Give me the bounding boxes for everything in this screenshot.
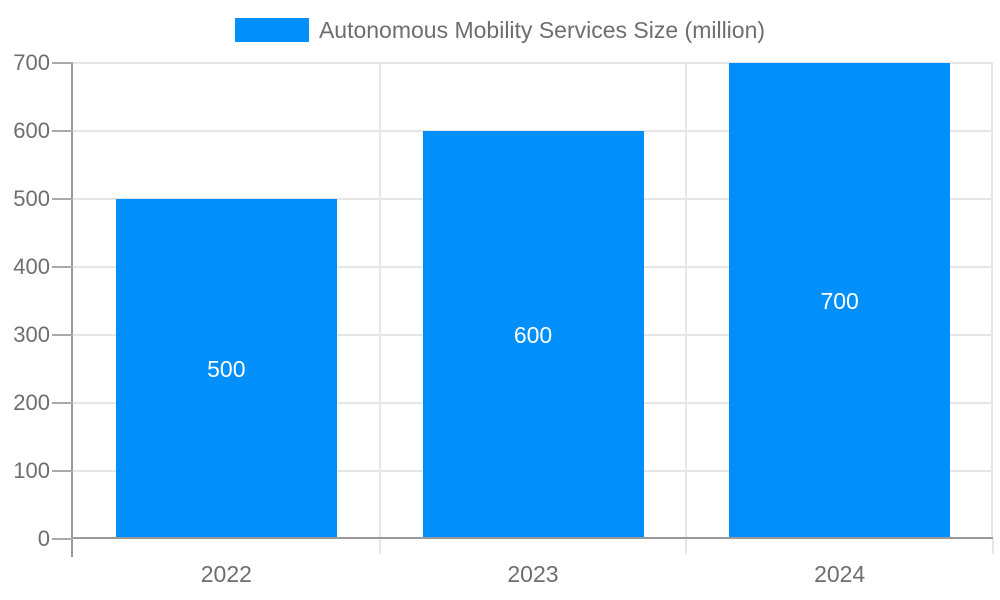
x-axis-line: [73, 537, 993, 539]
y-tick: [52, 62, 73, 64]
y-tick-label: 700: [13, 50, 50, 75]
plot-right-border: [991, 63, 993, 539]
y-tick: [52, 470, 73, 472]
bar-value-label: 500: [207, 355, 246, 382]
x-category-tick: [992, 539, 994, 554]
bar: 500: [115, 199, 337, 539]
y-tick-label: 500: [13, 186, 50, 211]
v-gridline: [685, 63, 688, 539]
y-tick: [52, 402, 73, 404]
y-tick-label: 600: [13, 118, 50, 143]
y-tick: [52, 130, 73, 132]
v-gridline: [378, 63, 381, 539]
h-gridline: [73, 62, 993, 64]
y-tick: [52, 198, 73, 200]
bar: 700: [729, 63, 951, 539]
y-axis-line: [71, 63, 73, 557]
y-tick-label: 200: [13, 390, 50, 415]
y-tick-label: 400: [13, 254, 50, 279]
x-category-tick: [685, 539, 688, 554]
legend-swatch: [234, 18, 309, 42]
y-tick: [52, 266, 73, 268]
y-tick: [52, 538, 73, 540]
x-category-tick: [378, 539, 381, 554]
y-tick: [52, 334, 73, 336]
bar-value-label: 700: [820, 287, 859, 314]
bar: 600: [422, 131, 644, 539]
legend-label: Autonomous Mobility Services Size (milli…: [318, 17, 766, 43]
x-tick-label: 2024: [814, 561, 866, 587]
y-tick-label: 300: [13, 322, 50, 347]
x-tick-label: 2022: [200, 561, 252, 587]
legend: Autonomous Mobility Services Size (milli…: [0, 16, 1000, 44]
x-tick-label: 2023: [507, 561, 559, 587]
y-tick-label: 0: [37, 526, 50, 551]
bar-value-label: 600: [513, 321, 553, 348]
y-tick-label: 100: [13, 458, 50, 483]
